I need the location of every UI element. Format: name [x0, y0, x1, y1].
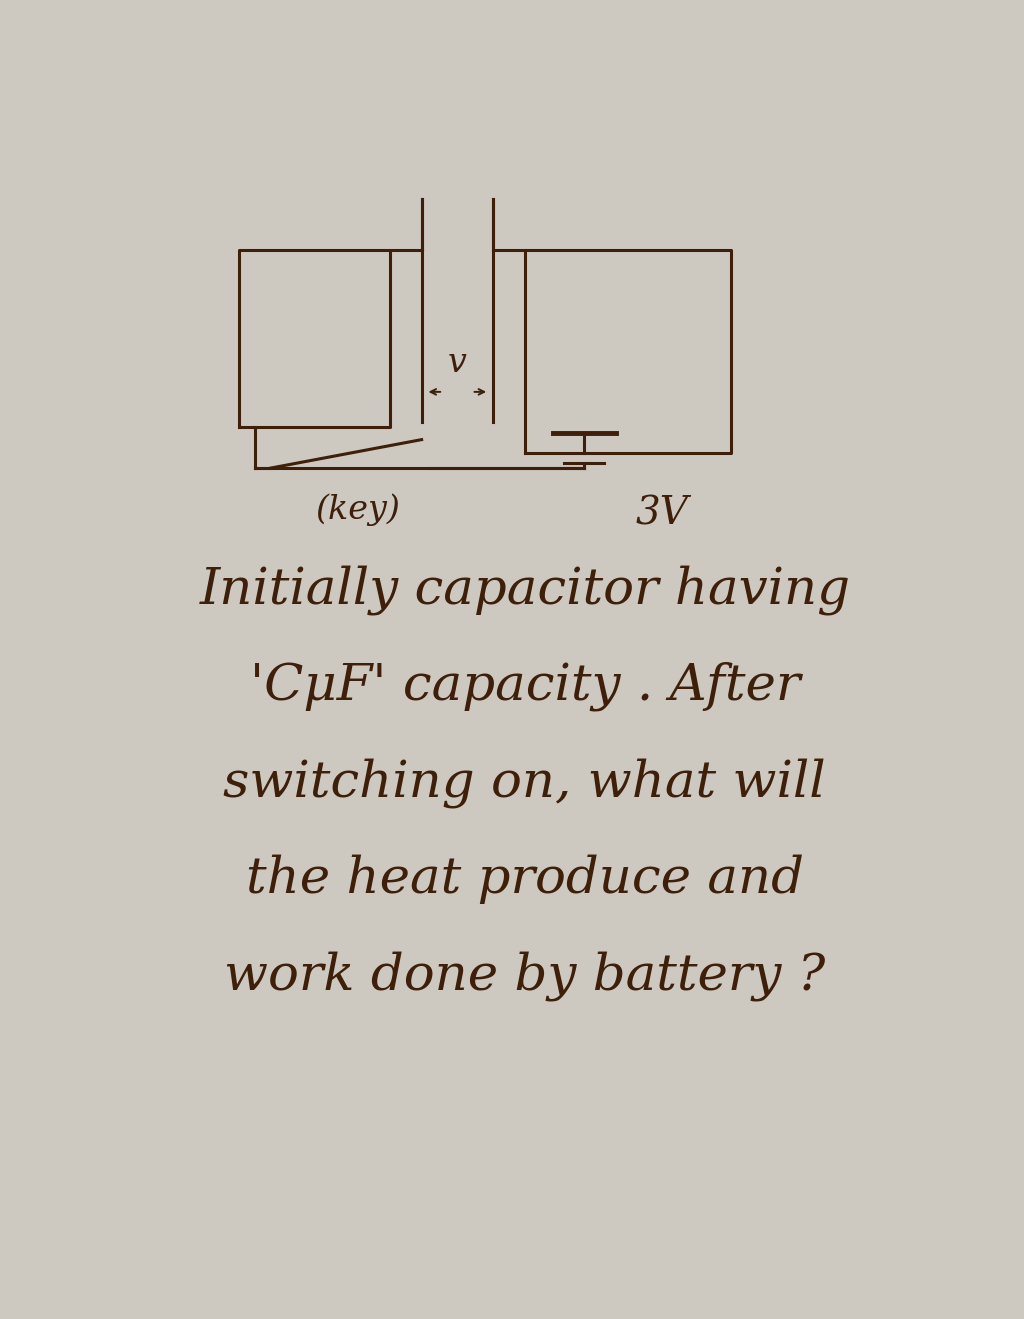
Text: the heat produce and: the heat produce and [246, 855, 804, 904]
Text: switching on, what will: switching on, what will [223, 758, 826, 807]
Text: work done by battery ?: work done by battery ? [224, 951, 825, 1001]
Text: 3V: 3V [636, 496, 689, 533]
Text: v: v [447, 347, 467, 379]
Text: Initially capacitor having: Initially capacitor having [200, 565, 850, 615]
Text: (key): (key) [315, 493, 400, 526]
Text: 'CμF' capacity . After: 'CμF' capacity . After [250, 662, 800, 711]
